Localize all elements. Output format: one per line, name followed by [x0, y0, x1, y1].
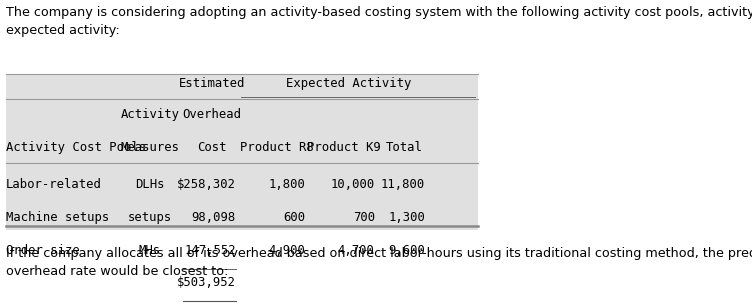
- Text: 1,800: 1,800: [268, 178, 305, 191]
- Text: Product R8: Product R8: [240, 141, 314, 154]
- Text: Order size: Order size: [6, 244, 80, 257]
- Text: If the company allocates all of its overhead based on direct labor-hours using i: If the company allocates all of its over…: [6, 247, 752, 278]
- Text: DLHs: DLHs: [135, 178, 165, 191]
- Text: Overhead: Overhead: [183, 108, 241, 121]
- Text: Labor-related: Labor-related: [6, 178, 102, 191]
- Text: setups: setups: [128, 211, 172, 224]
- Text: $258,302: $258,302: [177, 178, 236, 191]
- Text: Total: Total: [386, 141, 423, 154]
- Text: Measures: Measures: [120, 141, 179, 154]
- Text: Activity: Activity: [120, 108, 179, 121]
- Text: 700: 700: [353, 211, 374, 224]
- Text: 600: 600: [284, 211, 305, 224]
- Text: 10,000: 10,000: [331, 178, 374, 191]
- Text: Activity Cost Pools: Activity Cost Pools: [6, 141, 147, 154]
- Text: Machine setups: Machine setups: [6, 211, 110, 224]
- Text: MHs: MHs: [138, 244, 161, 257]
- Text: The company is considering adopting an activity-based costing system with the fo: The company is considering adopting an a…: [6, 6, 752, 37]
- Text: 1,300: 1,300: [388, 211, 425, 224]
- Text: Expected Activity: Expected Activity: [286, 77, 411, 90]
- Text: 11,800: 11,800: [381, 178, 425, 191]
- Text: 9,600: 9,600: [388, 244, 425, 257]
- FancyBboxPatch shape: [6, 74, 478, 230]
- Text: Cost: Cost: [197, 141, 227, 154]
- Text: 4,900: 4,900: [268, 244, 305, 257]
- Text: $503,952: $503,952: [177, 275, 236, 288]
- Text: 4,700: 4,700: [338, 244, 374, 257]
- Text: Product K9: Product K9: [307, 141, 381, 154]
- Text: Estimated: Estimated: [179, 77, 245, 90]
- Text: 98,098: 98,098: [192, 211, 236, 224]
- Text: 147,552: 147,552: [184, 244, 236, 257]
